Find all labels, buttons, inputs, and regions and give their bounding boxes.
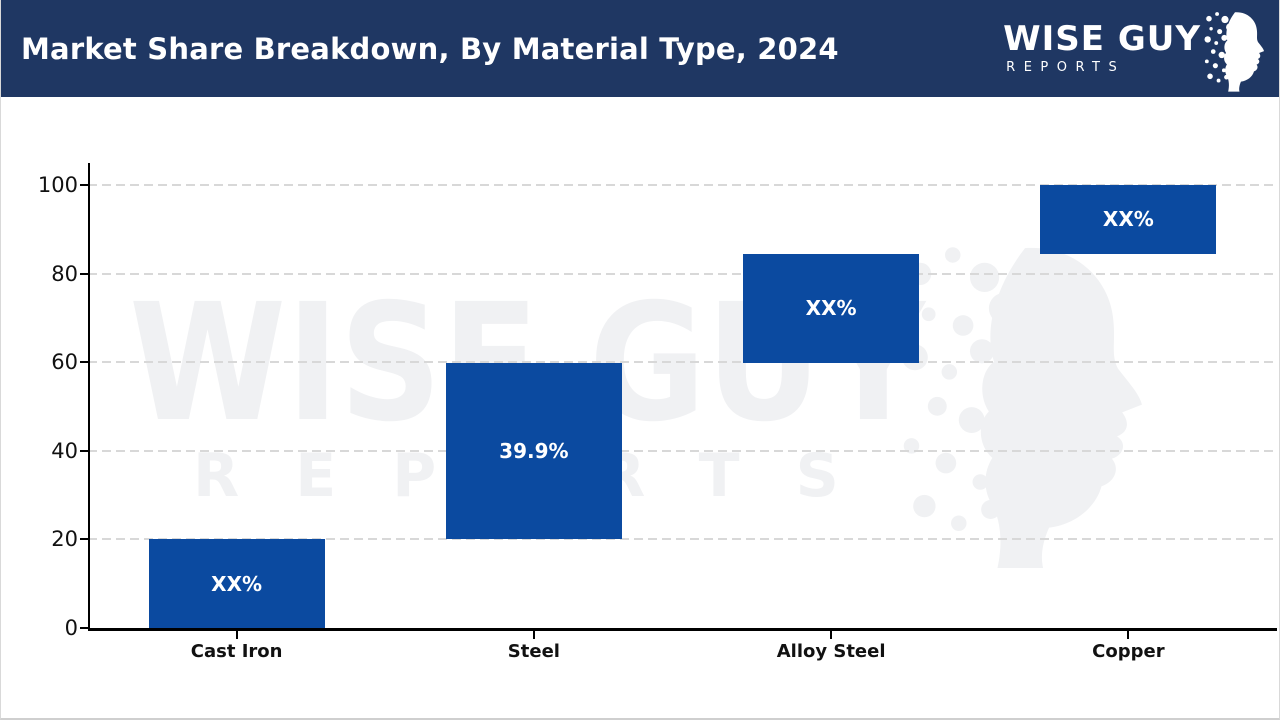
bar-steel: 39.9% [445,362,622,540]
x-tick-mark [235,631,238,639]
bar-copper: XX% [1040,185,1217,254]
x-category-label: Cast Iron [190,641,283,662]
gridline-y80 [88,272,1277,275]
x-category-label: Copper [1092,641,1165,662]
gridline-y100 [88,184,1277,186]
y-tick-mark [80,272,88,275]
bar-value-label: 39.9% [499,439,569,464]
y-tick-mark [80,627,88,629]
gridline-y40 [88,449,1277,452]
y-tick-label: 100 [37,173,78,197]
y-tick-mark [80,449,88,452]
y-tick-mark [80,538,88,541]
x-category-label: Steel [507,641,560,662]
y-axis-spine [88,163,90,630]
y-tick-label: 0 [64,616,78,640]
bar-value-label: XX% [1102,207,1154,232]
x-axis-spine [88,628,1277,631]
x-category-label: Alloy Steel [776,641,886,662]
brand-tagline: REPORTS [1006,60,1126,75]
gridline-y20 [88,538,1277,541]
head-profile-dots-icon [1204,11,1265,92]
y-tick-mark [80,184,88,186]
bar-value-label: XX% [805,296,857,321]
bar-value-label: XX% [211,571,263,596]
x-tick-mark [532,631,535,639]
bar-cast-iron: XX% [148,539,325,628]
gridline-y60 [88,361,1277,364]
y-tick-label: 80 [51,261,78,286]
y-tick-label: 60 [51,350,78,375]
y-tick-mark [80,361,88,364]
x-tick-mark [1127,631,1130,639]
y-tick-label: 40 [51,438,78,463]
brand-name: WISE GUY [1003,19,1201,59]
page-title: Market Share Breakdown, By Material Type… [21,31,839,66]
x-tick-mark [830,631,833,639]
brand-text: WISE GUY REPORTS [1003,22,1201,75]
bar-alloy-steel: XX% [743,253,920,363]
brand-logo: WISE GUY REPORTS [1003,6,1267,92]
header: Market Share Breakdown, By Material Type… [1,0,1279,97]
y-tick-label: 20 [51,527,78,552]
